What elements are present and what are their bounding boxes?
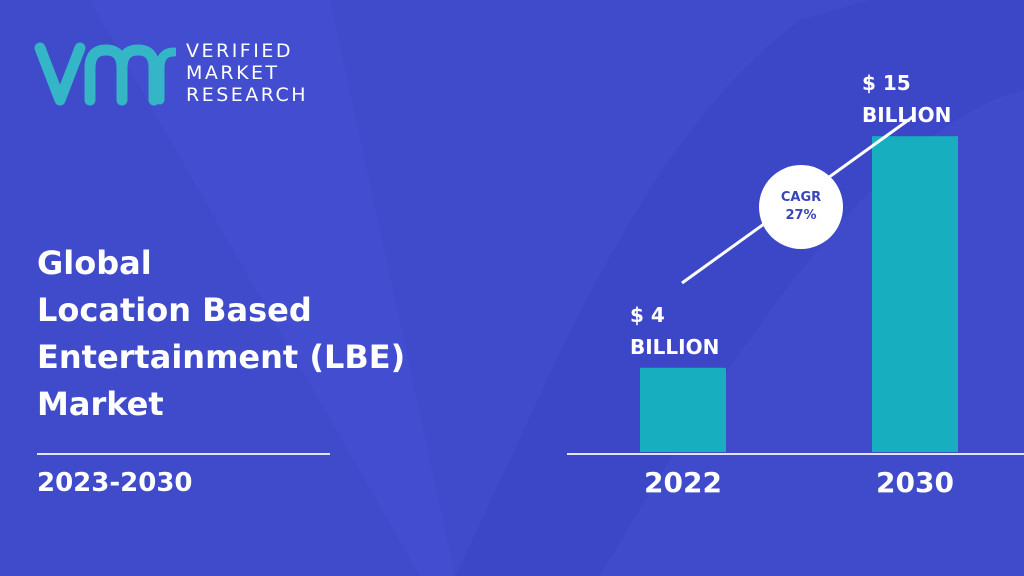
title-line-4: Market [37,385,164,423]
cagr-badge: CAGR 27% [759,165,843,249]
bar-2022 [640,367,726,452]
data-label-value-2030: $ 15 [862,71,911,95]
page-title: Global Location Based Entertainment (LBE… [37,240,457,428]
data-label-value-2022: $ 4 [630,303,665,327]
brand-line-3: RESEARCH [186,84,309,106]
title-line-2: Location Based [37,291,312,329]
forecast-period: 2023-2030 [37,468,193,498]
x-tick-label-2022: 2022 [644,466,722,499]
brand-line-2: MARKET [186,62,280,84]
cagr-label: CAGR [780,190,822,205]
x-tick-label-2030: 2030 [876,466,954,499]
title-line-3: Entertainment (LBE) [37,338,406,376]
bar-2030 [872,136,958,453]
data-label-unit-2022: BILLION [630,335,719,359]
vmr-logo-icon [34,42,176,106]
brand-name: VERIFIED MARKET RESEARCH [186,40,308,106]
title-divider [37,453,330,455]
brand-line-1: VERIFIED [186,40,293,62]
title-line-1: Global [37,244,152,282]
data-label-unit-2030: BILLION [862,103,951,127]
cagr-value: 27% [785,208,817,223]
